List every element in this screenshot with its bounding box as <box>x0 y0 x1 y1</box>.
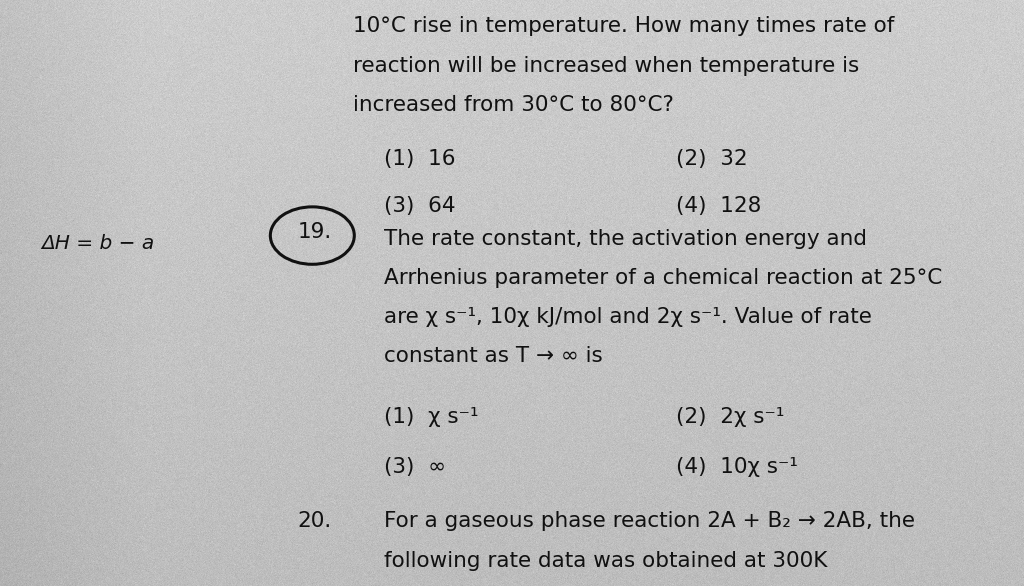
Text: (3)  ∞: (3) ∞ <box>384 457 446 477</box>
Text: 20.: 20. <box>297 511 331 531</box>
Text: are χ s⁻¹, 10χ kJ/mol and 2χ s⁻¹. Value of rate: are χ s⁻¹, 10χ kJ/mol and 2χ s⁻¹. Value … <box>384 307 871 327</box>
Text: ΔH = b − a: ΔH = b − a <box>41 234 155 253</box>
Text: The rate constant, the activation energy and: The rate constant, the activation energy… <box>384 229 867 248</box>
Text: reaction will be increased when temperature is: reaction will be increased when temperat… <box>353 56 859 76</box>
Text: (4)  128: (4) 128 <box>676 196 761 216</box>
Text: (4)  10χ s⁻¹: (4) 10χ s⁻¹ <box>676 457 798 477</box>
Text: (1)  χ s⁻¹: (1) χ s⁻¹ <box>384 407 478 427</box>
Text: (2)  32: (2) 32 <box>676 149 748 169</box>
Text: increased from 30°C to 80°C?: increased from 30°C to 80°C? <box>353 95 674 115</box>
Text: following rate data was obtained at 300K: following rate data was obtained at 300K <box>384 551 827 571</box>
Text: 10°C rise in temperature. How many times rate of: 10°C rise in temperature. How many times… <box>353 16 895 36</box>
Text: (2)  2χ s⁻¹: (2) 2χ s⁻¹ <box>676 407 784 427</box>
Text: 19.: 19. <box>297 222 332 242</box>
Text: Arrhenius parameter of a chemical reaction at 25°C: Arrhenius parameter of a chemical reacti… <box>384 268 942 288</box>
Text: constant as T → ∞ is: constant as T → ∞ is <box>384 346 603 366</box>
Text: (1)  16: (1) 16 <box>384 149 456 169</box>
Text: (3)  64: (3) 64 <box>384 196 456 216</box>
Text: For a gaseous phase reaction 2A + B₂ → 2AB, the: For a gaseous phase reaction 2A + B₂ → 2… <box>384 511 915 531</box>
